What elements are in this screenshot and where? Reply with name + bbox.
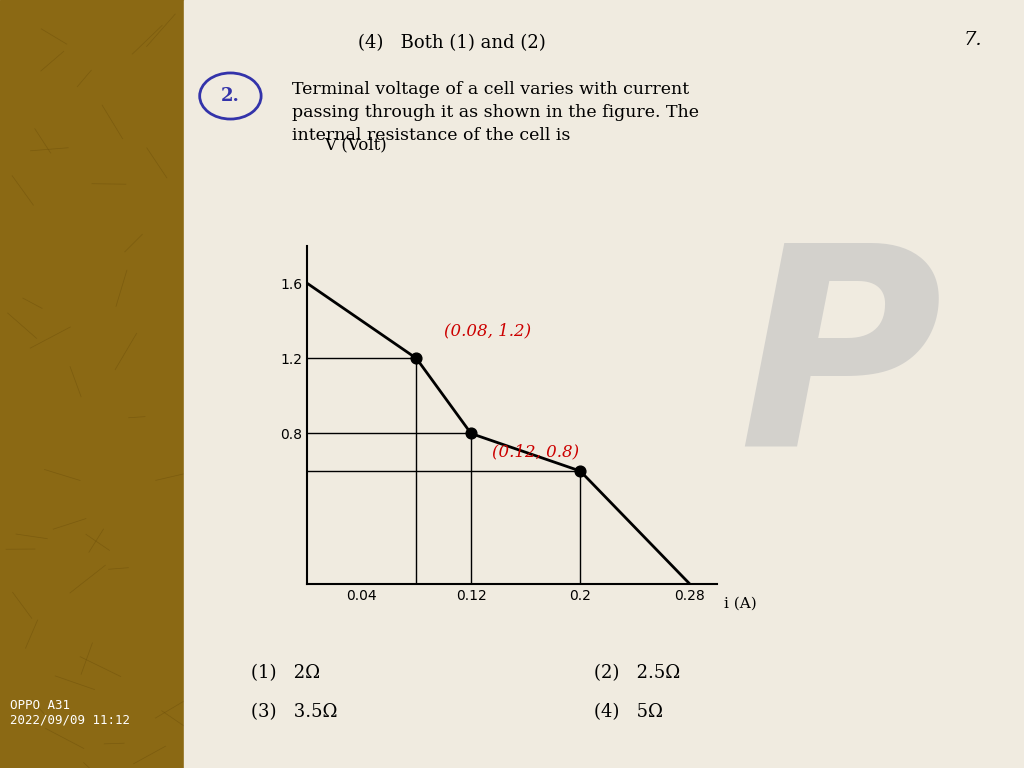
Text: (1)   2Ω: (1) 2Ω bbox=[251, 664, 321, 682]
Text: (4)   Both (1) and (2): (4) Both (1) and (2) bbox=[358, 35, 546, 52]
Text: (0.12, 0.8): (0.12, 0.8) bbox=[492, 443, 579, 460]
Text: (3)   3.5Ω: (3) 3.5Ω bbox=[251, 703, 337, 720]
Bar bbox=[0, 0, 184, 768]
Text: internal resistance of the cell is: internal resistance of the cell is bbox=[292, 127, 570, 144]
Bar bbox=[184, 0, 1024, 768]
Text: i (A): i (A) bbox=[724, 597, 757, 611]
Point bbox=[409, 353, 425, 365]
Text: 2.: 2. bbox=[221, 87, 240, 105]
Text: P: P bbox=[738, 233, 941, 504]
Point bbox=[463, 427, 479, 439]
Text: Terminal voltage of a cell varies with current: Terminal voltage of a cell varies with c… bbox=[292, 81, 689, 98]
Point bbox=[572, 465, 589, 477]
Text: V (Volt): V (Volt) bbox=[325, 137, 387, 154]
Text: passing through it as shown in the figure. The: passing through it as shown in the figur… bbox=[292, 104, 698, 121]
Text: (4)   5Ω: (4) 5Ω bbox=[594, 703, 663, 720]
Text: OPPO A31
2022/09/09 11:12: OPPO A31 2022/09/09 11:12 bbox=[10, 699, 130, 727]
Text: (0.08, 1.2): (0.08, 1.2) bbox=[443, 323, 530, 340]
Text: (2)   2.5Ω: (2) 2.5Ω bbox=[594, 664, 680, 682]
Text: 7.: 7. bbox=[964, 31, 982, 48]
